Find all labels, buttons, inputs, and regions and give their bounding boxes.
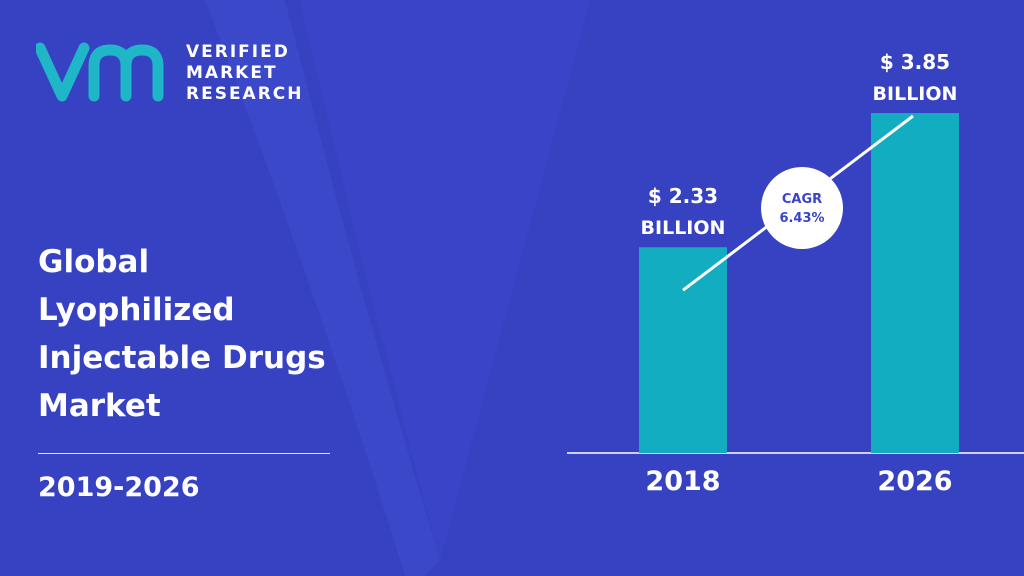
- report-title: Global Lyophilized Injectable Drugs Mark…: [38, 238, 368, 430]
- brand-line-market: MARKET: [186, 63, 278, 83]
- vmr-logo-icon: [36, 42, 164, 102]
- x-tick-label: 2018: [645, 466, 720, 497]
- brand-logo: VERIFIED MARKET RESEARCH: [36, 40, 326, 110]
- title-line: Global: [38, 244, 150, 280]
- bar-2026: [871, 113, 959, 453]
- x-tick-label: 2026: [877, 466, 952, 497]
- bar-2018: [639, 247, 727, 453]
- brand-name: VERIFIED MARKET RESEARCH: [186, 42, 304, 105]
- background-v-highlight: [205, 0, 440, 576]
- cagr-value: 6.43%: [779, 211, 824, 226]
- data-label-value: $ 3.85: [880, 50, 950, 74]
- title-divider: [38, 453, 330, 454]
- title-line: Market: [38, 388, 161, 424]
- data-label-unit: BILLION: [641, 217, 726, 239]
- cagr-label: CAGR: [782, 192, 822, 207]
- forecast-period: 2019-2026: [38, 472, 200, 503]
- brand-line-verified: VERIFIED: [186, 42, 290, 62]
- cagr-badge: [761, 167, 843, 249]
- data-label-unit: BILLION: [873, 83, 958, 105]
- title-line: Lyophilized: [38, 292, 235, 328]
- brand-line-research: RESEARCH: [186, 84, 304, 104]
- data-label-value: $ 2.33: [648, 184, 718, 208]
- title-line: Injectable Drugs: [38, 340, 326, 376]
